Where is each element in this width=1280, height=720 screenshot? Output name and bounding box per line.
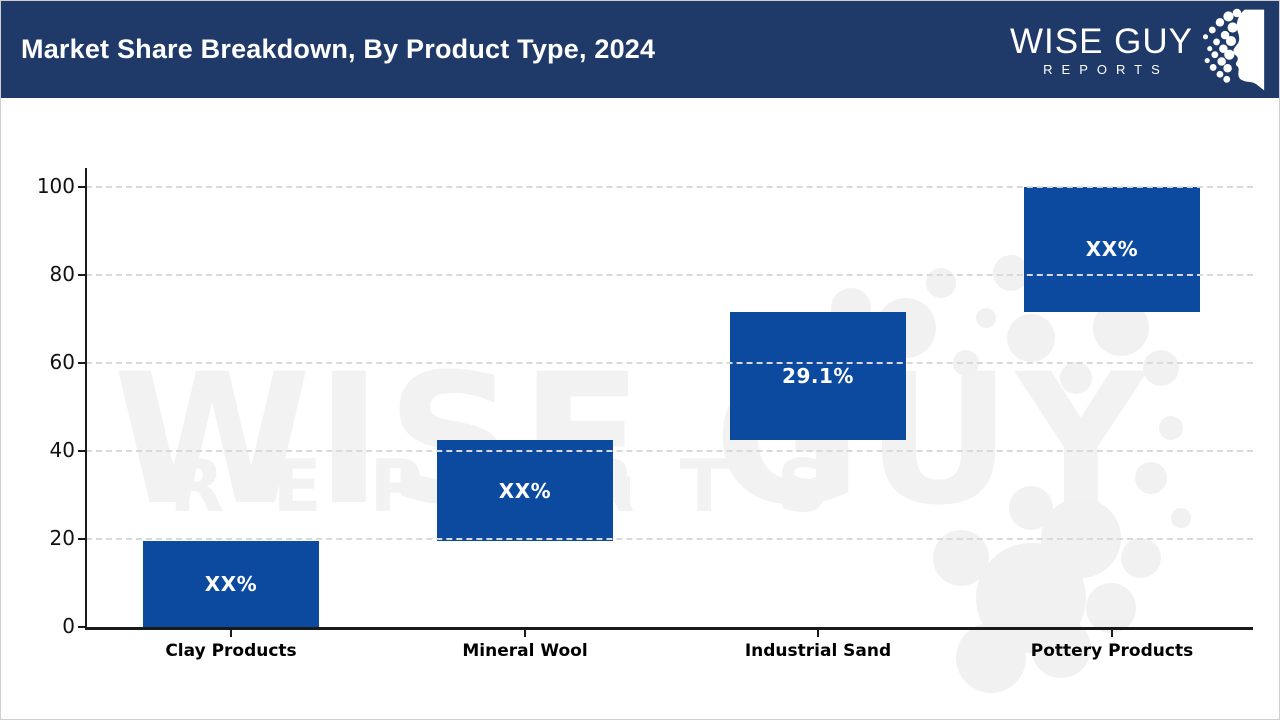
- y-tick-label: 40: [49, 438, 75, 462]
- header-bar: Market Share Breakdown, By Product Type,…: [1, 1, 1279, 98]
- y-axis-line: [85, 168, 87, 629]
- y-tick: [78, 450, 86, 452]
- bar-value-label: XX%: [204, 572, 258, 597]
- logo-face-icon: [1202, 8, 1265, 90]
- category-label: Industrial Sand: [744, 641, 892, 661]
- x-tick: [524, 629, 526, 637]
- watermark-wordmark: WISE GUY: [113, 336, 1151, 545]
- x-tick: [1111, 629, 1113, 637]
- logo-wordmark-text: WISE GUY: [1009, 21, 1193, 61]
- gridline: [86, 186, 1253, 188]
- brand-logo: WISE GUY REPORTS: [1010, 1, 1265, 98]
- bar: XX%: [437, 440, 613, 542]
- category-label: Pottery Products: [1030, 641, 1194, 661]
- y-tick-label: 0: [62, 614, 75, 638]
- category-label: Clay Products: [165, 641, 297, 661]
- y-tick-label: 80: [49, 262, 75, 286]
- bar: XX%: [143, 541, 319, 627]
- bar-value-label: XX%: [498, 478, 552, 503]
- bar: 29.1%: [730, 311, 906, 440]
- y-tick: [78, 362, 86, 364]
- gridline: [86, 450, 1253, 452]
- y-tick-label: 20: [49, 526, 75, 550]
- y-tick-label: 60: [49, 350, 75, 374]
- y-tick-label: 100: [36, 174, 75, 198]
- logo-wordmark: WISE GUY REPORTS: [1010, 24, 1193, 76]
- gridline: [86, 362, 1253, 364]
- bar-value-label: 29.1%: [782, 363, 854, 388]
- gridline: [86, 274, 1253, 276]
- bar-value-label: XX%: [1085, 237, 1139, 262]
- chart-title: Market Share Breakdown, By Product Type,…: [21, 34, 656, 64]
- x-tick: [230, 629, 232, 637]
- x-axis-line: [85, 627, 1253, 630]
- y-tick: [78, 186, 86, 188]
- bar: XX%: [1024, 187, 1200, 312]
- category-label: Mineral Wool: [462, 641, 588, 661]
- logo-subtext: REPORTS: [1043, 61, 1169, 77]
- y-tick: [78, 538, 86, 540]
- y-tick: [78, 274, 86, 276]
- y-tick: [78, 626, 86, 628]
- gridline: [86, 538, 1253, 540]
- x-tick: [817, 629, 819, 637]
- plot: 0 20 40 60 80 100 XX% Clay Products XX% Mineral W…: [1, 98, 1279, 719]
